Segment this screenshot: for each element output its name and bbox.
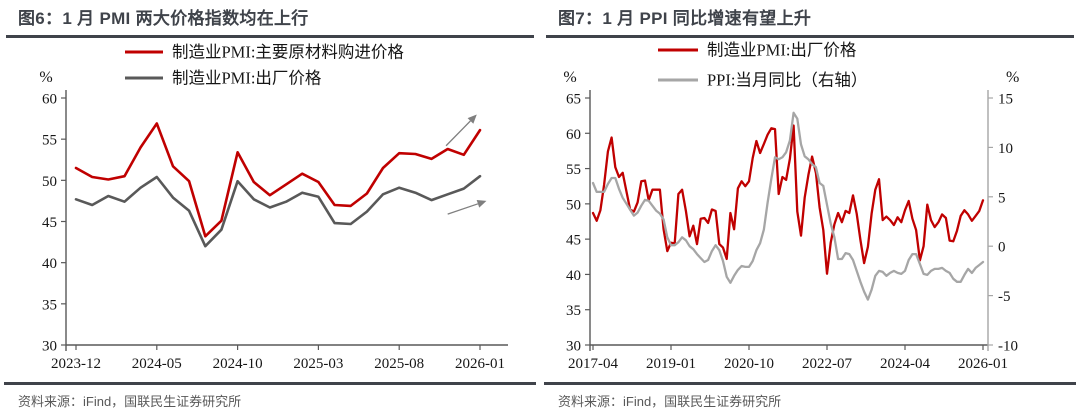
y-tick-label: 40 (566, 268, 581, 284)
y-tick-label: 55 (42, 133, 57, 149)
figure-6-source-text: 资料来源：iFind，国联民生证券研究所 (18, 394, 242, 409)
y-tick-label: 50 (566, 197, 581, 213)
right-y-tick-label: -5 (998, 289, 1011, 305)
figure-6-title: 图6：1 月 PMI 两大价格指数均在上行 (6, 6, 534, 38)
legend-label: PPI:当月同比（右轴） (707, 71, 867, 90)
x-tick-label: 2024-05 (132, 356, 182, 372)
right-y-tick-label: -10 (998, 339, 1018, 355)
right-y-tick-label: 10 (998, 141, 1013, 157)
y-tick-label: 55 (566, 162, 581, 178)
y-tick-label: 45 (566, 233, 581, 249)
legend-item-0: 制造业PMI:出厂价格 (658, 41, 857, 60)
left-axis-unit-label: % (39, 69, 52, 86)
figure-6-line-chart: 30 35 40 45 50 55 60 2023-12 2024-05 2024-10 2025-… (39, 43, 508, 372)
x-tick-label: 2019-01 (646, 356, 696, 372)
legend-item-1: PPI:当月同比（右轴） (658, 71, 867, 90)
y-tick-label: 45 (42, 215, 57, 231)
series-line-0 (74, 122, 482, 238)
y-tick-label: 60 (566, 127, 581, 143)
y-tick-label: 50 (42, 174, 57, 190)
legend-item-0: 制造业PMI:主要原材料购进价格 (125, 43, 404, 62)
right-y-tick-label: 5 (998, 190, 1006, 206)
series-line-1 (74, 174, 482, 248)
trend-arrow-1 (447, 200, 487, 215)
arrow-head (476, 200, 487, 208)
y-tick-label: 30 (42, 339, 57, 355)
y-tick-label: 30 (566, 339, 581, 355)
legend-item-1: 制造业PMI:出厂价格 (125, 69, 322, 88)
x-tick-label: 2017-04 (568, 356, 618, 372)
y-tick-label: 40 (42, 256, 57, 272)
arrow-head (467, 114, 477, 124)
x-tick-label: 2025-03 (293, 356, 343, 372)
x-tick-label: 2026-01 (958, 356, 1008, 372)
y-tick-label: 60 (42, 92, 57, 108)
series-line-1 (591, 111, 985, 301)
figure-7-source-text: 资料来源：iFind，国联民生证券研究所 (558, 394, 782, 409)
x-tick-label: 2022-07 (802, 356, 852, 372)
figure-7-title: 图7：1 月 PPI 同比增速有望上升 (546, 6, 1074, 38)
legend-label: 制造业PMI:出厂价格 (172, 69, 322, 88)
figure-6-source: 资料来源：iFind，国联民生证券研究所 (4, 382, 536, 416)
x-tick-label: 2026-01 (455, 356, 505, 372)
arrow-shaft (447, 203, 479, 215)
arrow-shaft (445, 120, 471, 147)
trend-arrow-0 (445, 114, 477, 147)
legend-label: 制造业PMI:出厂价格 (707, 41, 857, 60)
y-tick-label: 35 (566, 303, 581, 319)
x-tick-label: 2020-10 (724, 356, 774, 372)
x-tick-label: 2025-08 (374, 356, 424, 372)
x-tick-label: 2024-04 (880, 356, 930, 372)
figure-7-source: 资料来源：iFind，国联民生证券研究所 (544, 382, 1076, 416)
legend-label: 制造业PMI:主要原材料购进价格 (172, 43, 404, 62)
right-y-tick-label: 0 (998, 240, 1006, 256)
series-line-0 (591, 124, 985, 275)
figure-7: 图7：1 月 PPI 同比增速有望上升 30 35 40 45 50 55 60 65 -10-… (540, 0, 1080, 416)
x-tick-label: 2023-12 (51, 356, 101, 372)
x-tick-label: 2024-10 (213, 356, 263, 372)
y-tick-label: 35 (42, 297, 57, 313)
right-axis-unit-label: % (1006, 69, 1019, 86)
y-tick-label: 65 (566, 92, 581, 108)
right-y-tick-label: 15 (998, 92, 1013, 108)
figure-6: 图6：1 月 PMI 两大价格指数均在上行 30 35 40 45 50 55 60 2023… (4, 6, 536, 416)
figure-7-line-chart: 30 35 40 45 50 55 60 65 -10 -5 0 5 10 15 2017-04 2019-0… (563, 41, 1019, 373)
left-axis-unit-label: % (563, 69, 576, 86)
